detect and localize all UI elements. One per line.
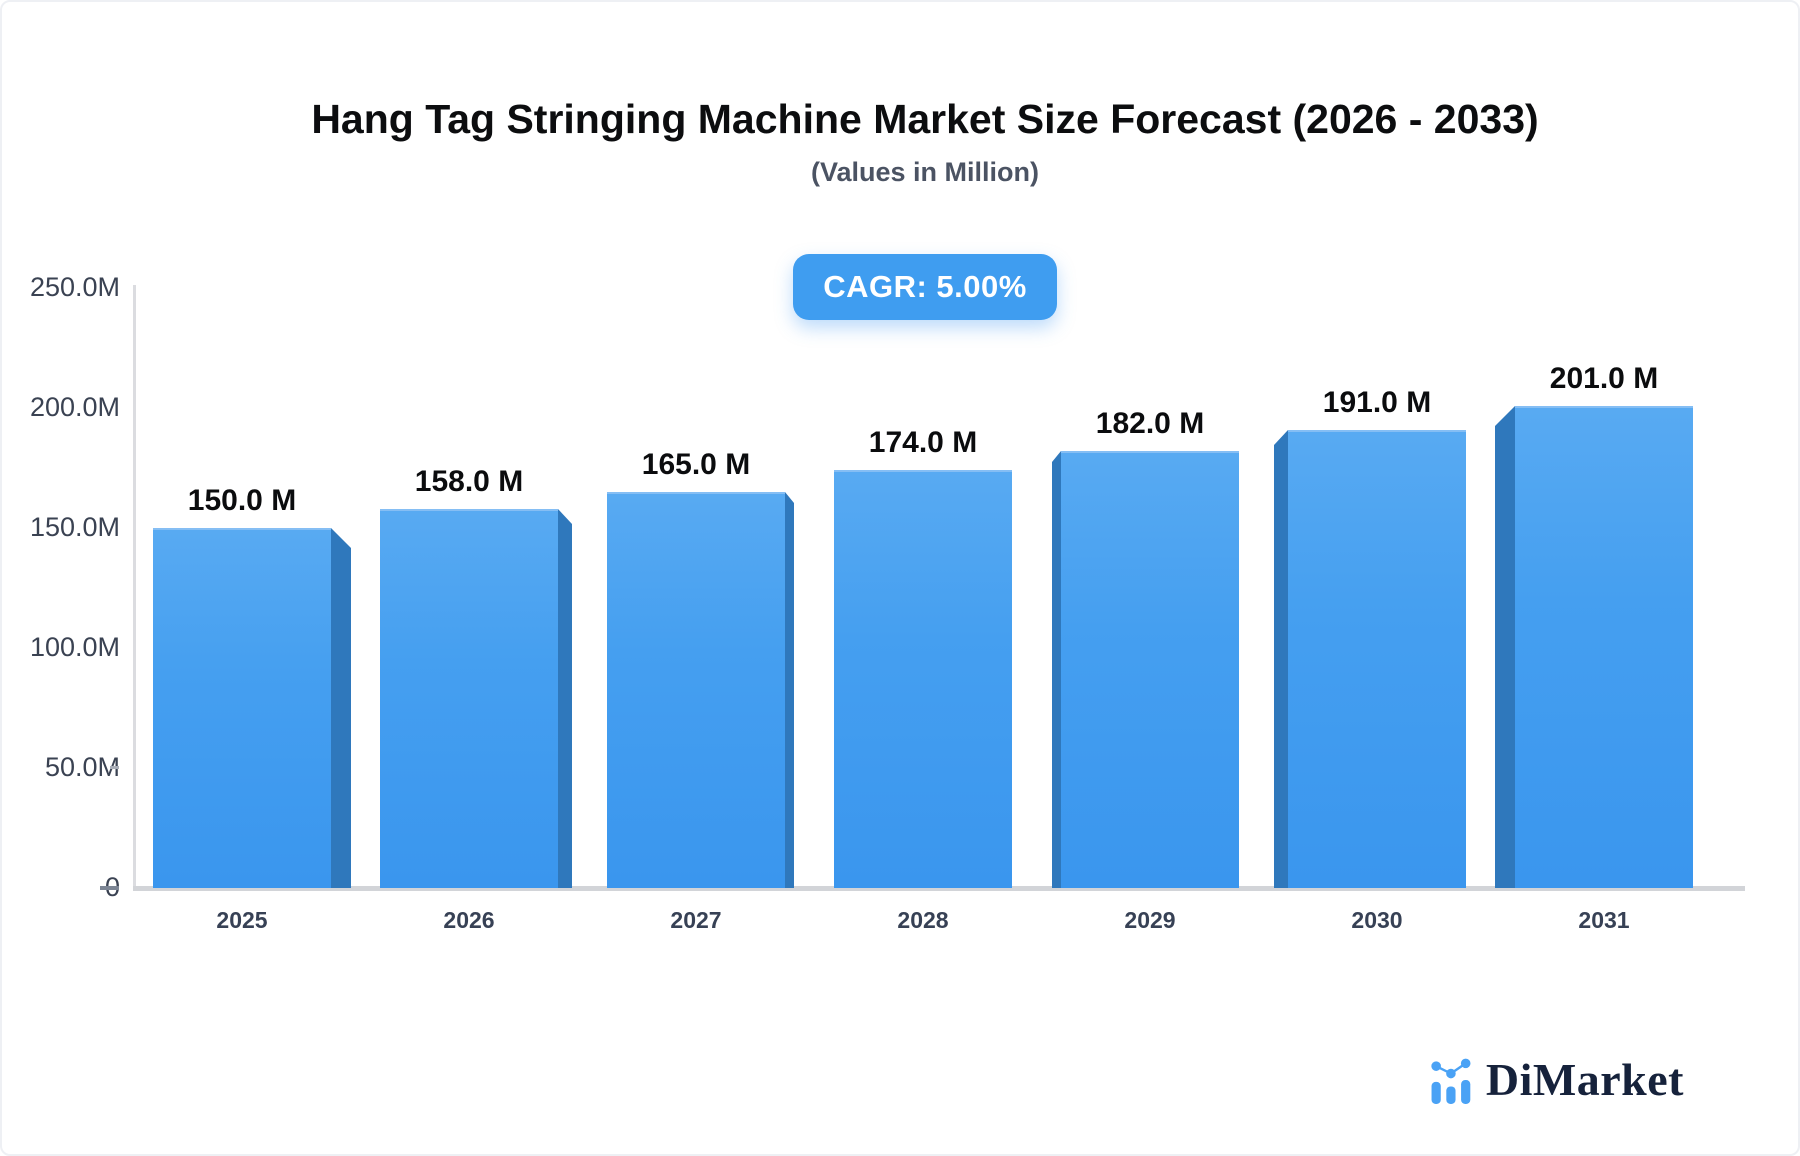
bar-2026-side-face	[558, 509, 572, 888]
bar-2030[interactable]	[1288, 430, 1466, 888]
bar-2027-side-face	[785, 492, 794, 888]
y-axis-tick	[110, 766, 119, 769]
y-axis-tick	[100, 886, 119, 890]
bar-value-label: 201.0 M	[1549, 362, 1659, 395]
bar-2029-side-face	[1052, 451, 1061, 888]
chart-title: Hang Tag Stringing Machine Market Size F…	[311, 96, 1539, 142]
bar-2031-side-face	[1495, 406, 1515, 888]
x-axis-label: 2030	[1351, 907, 1403, 933]
dimarket-logo: DiMarket	[1426, 1053, 1684, 1106]
bar-value-label: 191.0 M	[1322, 386, 1432, 419]
bar-2027[interactable]	[607, 492, 785, 888]
bar-2029[interactable]	[1061, 451, 1239, 888]
y-axis-label: 100.0M	[29, 632, 120, 662]
x-axis-label: 2027	[670, 907, 722, 933]
x-axis-label: 2025	[216, 907, 268, 933]
bar-value-label: 158.0 M	[414, 465, 524, 498]
bar-value-label: 165.0 M	[641, 448, 751, 481]
cagr-badge-row: CAGR: 5.00%	[2, 254, 1798, 320]
bar-2026[interactable]	[380, 509, 558, 888]
y-axis-label: 200.0M	[29, 392, 120, 422]
y-axis-line	[133, 285, 136, 888]
bar-2028[interactable]	[834, 470, 1012, 888]
x-axis-label: 2026	[443, 907, 495, 933]
bar-2025-side-face	[331, 528, 351, 888]
y-axis-label: 250.0M	[29, 272, 120, 302]
x-axis-label: 2029	[1124, 907, 1176, 933]
chart-header: Hang Tag Stringing Machine Market Size F…	[2, 96, 1798, 188]
x-axis-line	[133, 886, 1745, 891]
x-axis-label: 2028	[897, 907, 949, 933]
bar-value-label: 174.0 M	[868, 426, 978, 459]
bar-2031[interactable]	[1515, 406, 1693, 888]
bar-value-label: 150.0 M	[187, 484, 297, 517]
cagr-badge: CAGR: 5.00%	[793, 254, 1057, 320]
bar-2030-side-face	[1274, 430, 1288, 888]
bar-2025[interactable]	[153, 528, 331, 888]
chart-subtitle: (Values in Million)	[810, 157, 1040, 187]
bar-chart-logo-icon	[1431, 1058, 1471, 1104]
dimarket-logo-text: DiMarket	[1485, 1054, 1684, 1105]
bar-value-label: 182.0 M	[1095, 407, 1205, 440]
y-axis-label: 150.0M	[29, 512, 120, 542]
y-axis-label: 50.0M	[44, 752, 120, 782]
x-axis-label: 2031	[1578, 907, 1630, 933]
